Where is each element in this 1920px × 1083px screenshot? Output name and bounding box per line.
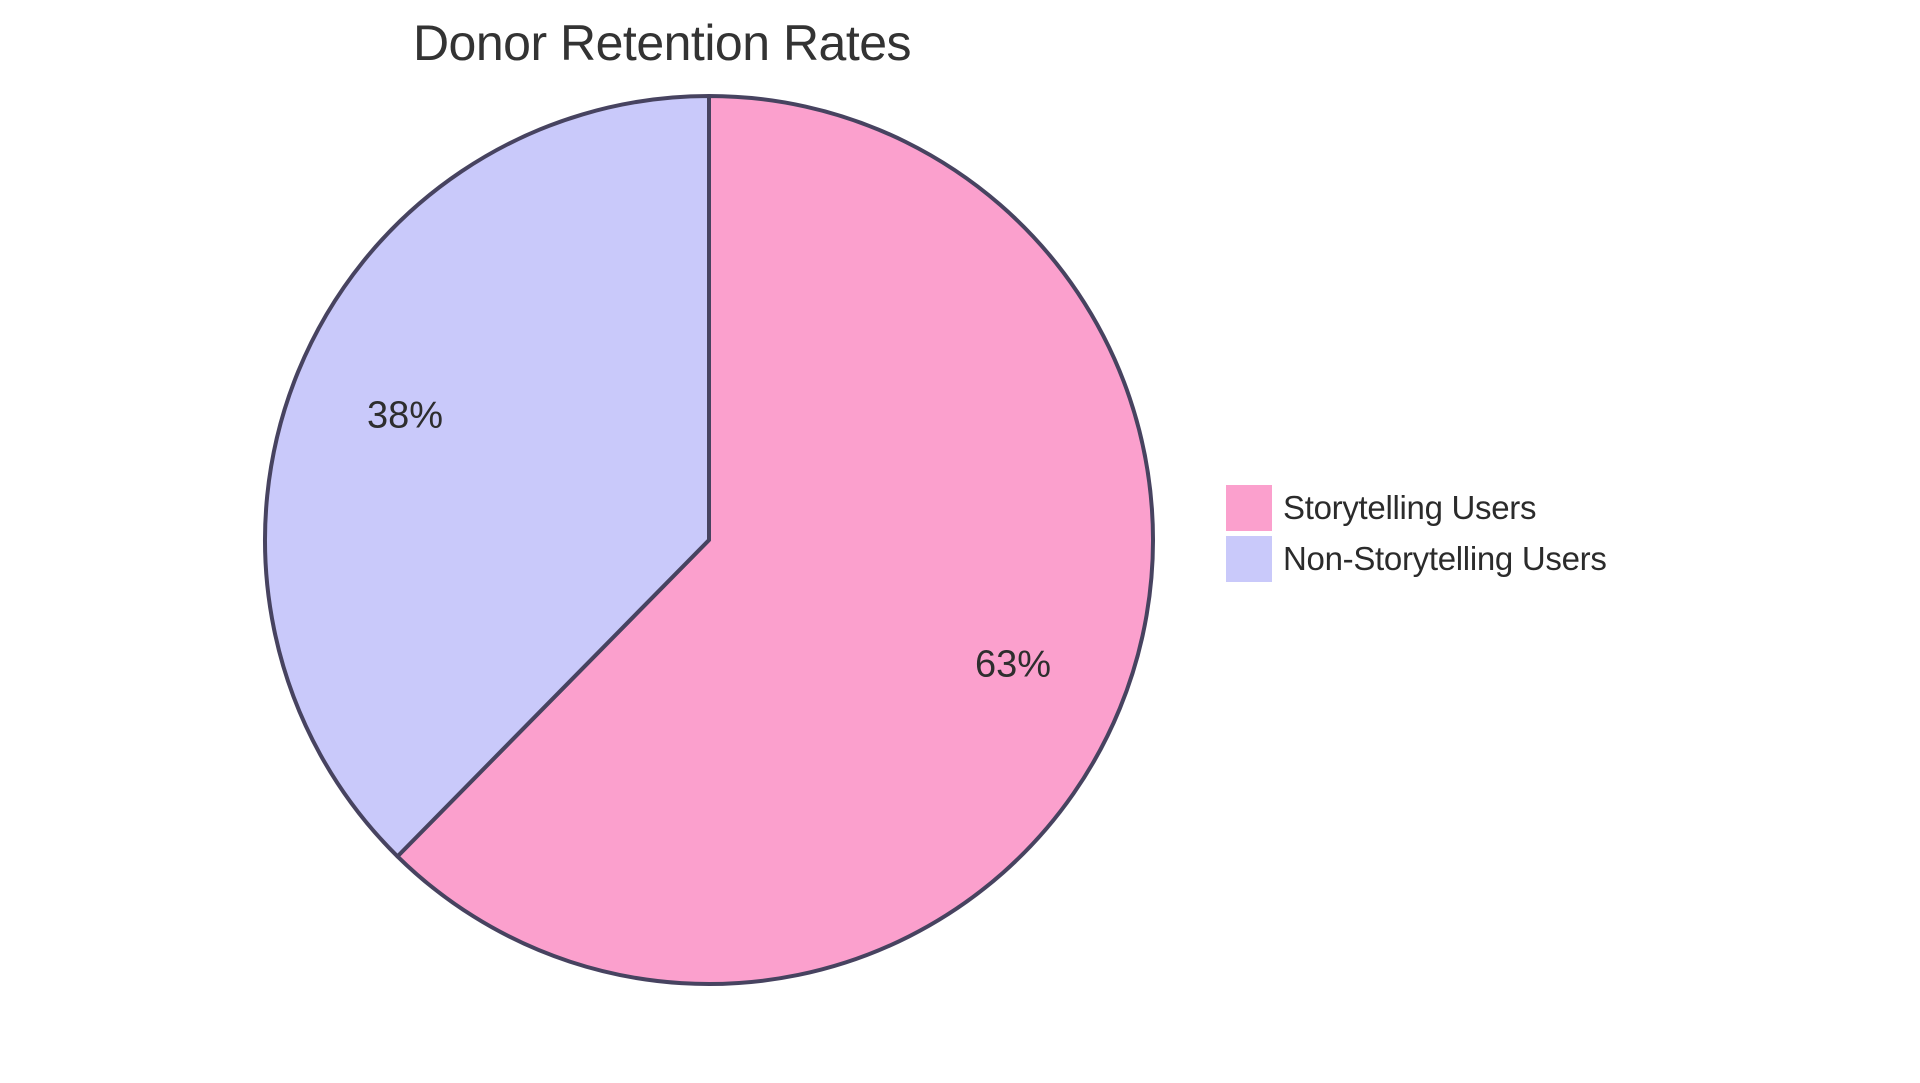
slice-percent-label: 63% — [975, 644, 1051, 686]
legend-label: Storytelling Users — [1283, 489, 1537, 526]
legend-label: Non-Storytelling Users — [1283, 540, 1607, 577]
pie-slice-non-storytelling-users[interactable] — [263, 94, 711, 859]
pie-slice-storytelling-users[interactable] — [395, 94, 1155, 986]
legend-swatch-storytelling-users-icon — [1226, 485, 1272, 531]
chart-title: Donor Retention Rates — [412, 15, 912, 71]
slice-percent-label: 38% — [367, 394, 443, 436]
legend-item-non-storytelling-users[interactable]: Non-Storytelling Users — [1226, 536, 1607, 582]
legend-item-storytelling-users[interactable]: Storytelling Users — [1226, 485, 1607, 531]
legend: Storytelling Users Non-Storytelling User… — [1226, 485, 1607, 582]
legend-swatch-non-storytelling-users-icon — [1226, 536, 1272, 582]
